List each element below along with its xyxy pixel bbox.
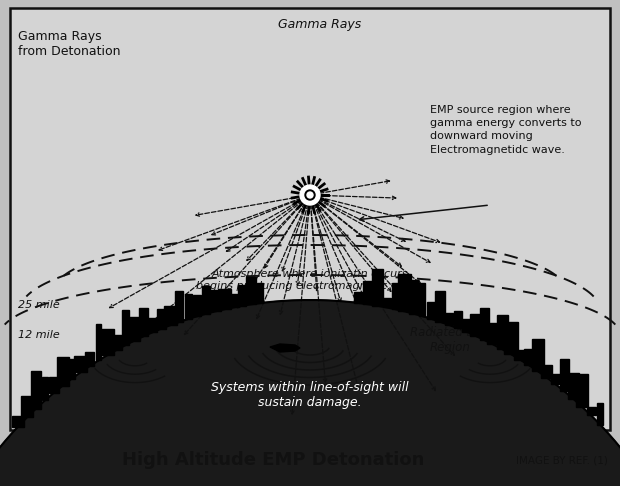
- Circle shape: [307, 192, 313, 198]
- Bar: [525, 349, 534, 365]
- Bar: [49, 377, 59, 393]
- Bar: [21, 396, 33, 417]
- Bar: [10, 8, 610, 430]
- Bar: [427, 301, 436, 319]
- Polygon shape: [0, 300, 620, 486]
- Bar: [228, 294, 239, 308]
- Bar: [69, 359, 74, 379]
- Bar: [96, 325, 101, 361]
- Bar: [541, 365, 552, 378]
- Bar: [487, 323, 499, 345]
- Bar: [237, 285, 247, 306]
- Bar: [454, 311, 462, 329]
- Bar: [463, 319, 471, 332]
- Text: 12 mile: 12 mile: [18, 330, 60, 340]
- Bar: [56, 357, 69, 385]
- Text: IMAGE BY REF. (1): IMAGE BY REF. (1): [516, 455, 608, 465]
- Circle shape: [305, 190, 315, 200]
- Bar: [409, 280, 418, 313]
- Bar: [175, 291, 184, 322]
- Bar: [12, 417, 24, 427]
- Text: High Altitude EMP Detonation: High Altitude EMP Detonation: [122, 451, 424, 469]
- Bar: [577, 374, 588, 407]
- Bar: [363, 280, 374, 304]
- Bar: [112, 335, 122, 350]
- Text: Gamma Rays: Gamma Rays: [278, 18, 361, 31]
- Text: 25 mile: 25 mile: [18, 300, 60, 310]
- Bar: [257, 283, 262, 303]
- Bar: [128, 317, 140, 341]
- Bar: [202, 286, 210, 313]
- Bar: [435, 292, 445, 322]
- Bar: [123, 310, 129, 345]
- Circle shape: [300, 185, 320, 205]
- Text: EMP source region where
gamma energy converts to
downward moving
Electromagnetid: EMP source region where gamma energy con…: [430, 105, 582, 155]
- Bar: [372, 269, 383, 306]
- Bar: [354, 293, 366, 303]
- Bar: [85, 352, 94, 366]
- Bar: [383, 298, 391, 308]
- Bar: [392, 283, 399, 309]
- Bar: [193, 295, 202, 316]
- Bar: [148, 318, 157, 332]
- Bar: [445, 313, 453, 325]
- Bar: [560, 359, 569, 391]
- Bar: [397, 275, 411, 312]
- Bar: [185, 294, 192, 319]
- Bar: [74, 356, 87, 372]
- Text: Systems within line-of-sight will
sustain damage.: Systems within line-of-sight will sustai…: [211, 381, 409, 409]
- Text: Radiated EMP
Region: Radiated EMP Region: [410, 326, 491, 354]
- Bar: [139, 308, 148, 336]
- Text: —: —: [275, 343, 285, 353]
- Bar: [469, 314, 482, 336]
- Bar: [513, 350, 526, 360]
- Bar: [597, 402, 603, 424]
- Bar: [42, 378, 48, 400]
- Bar: [419, 283, 425, 316]
- Bar: [157, 310, 166, 329]
- Bar: [551, 374, 560, 384]
- Bar: [480, 308, 489, 340]
- Text: Atmosphere where ionizatin occurs
begins producing electromagnetic wave.: Atmosphere where ionizatin occurs begins…: [196, 269, 424, 291]
- Bar: [505, 322, 518, 354]
- Bar: [218, 289, 231, 309]
- Bar: [101, 329, 115, 355]
- Bar: [31, 371, 41, 409]
- Bar: [497, 314, 508, 349]
- Bar: [246, 278, 256, 304]
- Bar: [210, 290, 221, 312]
- Text: Gamma Rays
from Detonation: Gamma Rays from Detonation: [18, 30, 120, 58]
- Polygon shape: [270, 344, 300, 352]
- Bar: [567, 373, 579, 399]
- Bar: [532, 339, 544, 371]
- Bar: [164, 306, 177, 325]
- Bar: [587, 407, 595, 416]
